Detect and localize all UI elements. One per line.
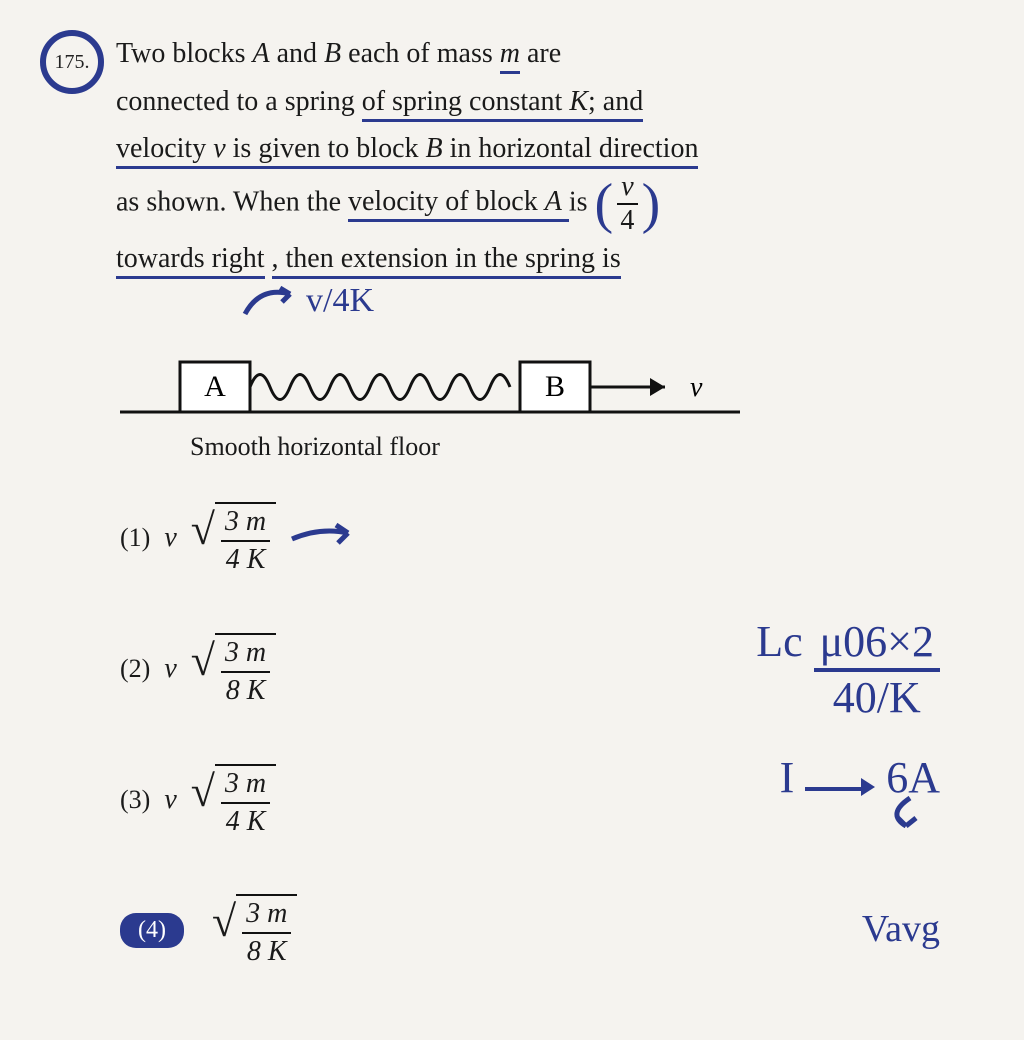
sqrt-icon: √ 3 m 4 K [191,764,276,836]
frac-den: 8 K [247,934,287,966]
option-3[interactable]: (3) v √ 3 m 4 K [120,764,276,836]
hand-arrow-icon [805,782,875,792]
spring-diagram: A B v [120,334,940,424]
hand-I: I [780,753,795,802]
q-text: are [527,38,561,69]
frac-den: 4 K [226,542,266,574]
curly-arrow-icon [880,796,940,836]
hand-arrow-icon [290,521,360,555]
q-text: Two blocks [116,38,252,69]
options-list: (1) v √ 3 m 4 K [120,488,940,980]
frac-num: 3 m [221,770,270,804]
velocity-label: v [690,372,703,403]
q-text-underlined: towards right [116,243,265,279]
handwritten-side-2: I 6A [780,754,940,847]
hand-fraction: μ06×2 40/K [814,620,940,720]
option-id: (1) [120,523,150,553]
symbol-m: m [500,38,520,74]
option-3-row: (3) v √ 3 m 4 K I 6A [120,750,940,850]
sqrt-icon: √ 3 m 8 K [191,633,276,705]
frac-num: v [617,173,637,205]
hand-prefix: Lc [756,617,802,666]
option-prefix: v [164,653,176,685]
question-block: 175. Two blocks A and B each of mass m a… [40,30,940,980]
option-4-row: (4) √ 3 m 8 K Vavg [120,880,940,980]
floor-label: Smooth horizontal floor [190,432,940,462]
block-b-label: B [545,370,565,403]
frac-num: 3 m [242,900,291,934]
option-id: (2) [120,654,150,684]
q-text-underlined: velocity of block A [348,186,569,222]
q-text: is [569,186,588,217]
sqrt-icon: √ 3 m 8 K [212,894,297,966]
hand-6A: 6A [886,753,940,802]
question-text: Two blocks A and B each of mass m are co… [116,30,940,282]
q-text: as shown. When the [116,186,348,217]
hand-vavg: Vavg [862,908,940,950]
option-1-row: (1) v √ 3 m 4 K [120,488,940,588]
option-id: (4) [120,913,184,948]
q-text: and [277,38,324,69]
frac-den: 4 [620,205,634,235]
q-text-underlined: , then extension in the spring is [272,243,621,279]
hand-frac-den: 40/K [833,672,921,720]
option-2[interactable]: (2) v √ 3 m 8 K [120,633,276,705]
option-4[interactable]: (4) √ 3 m 8 K [120,894,297,966]
frac-den: 8 K [226,673,266,705]
option-id: (3) [120,785,150,815]
q-text: connected to a spring [116,86,362,117]
frac-num: 3 m [221,508,270,542]
question-header-row: 175. Two blocks A and B each of mass m a… [40,30,940,282]
option-2-row: (2) v √ 3 m 8 K Lc μ06×2 40/K [120,618,940,720]
symbol-B: B [324,38,341,69]
question-number: 175. [55,51,90,74]
handwritten-annotation-v4k: v/4K [240,282,940,320]
q-text: each of mass [348,38,500,69]
option-1[interactable]: (1) v √ 3 m 4 K [120,502,360,574]
handwritten-side-3: Vavg [862,909,940,951]
option-prefix: v [164,784,176,816]
right-paren-icon: ) [642,176,661,232]
frac-num: 3 m [221,639,270,673]
left-paren-icon: ( [595,176,614,232]
q-text-underlined: of spring constant K; and [362,86,644,122]
hand-frac-num: μ06×2 [814,620,940,672]
symbol-A: A [252,38,269,69]
option-prefix: v [164,522,176,554]
annotation-text: v/4K [306,282,374,320]
sqrt-icon: √ 3 m 4 K [191,502,276,574]
handwritten-side-1: Lc μ06×2 40/K [756,618,940,720]
q-text-underlined: velocity v is given to block B in horizo… [116,133,698,169]
fraction-v-over-4: ( v 4 ) [595,173,661,235]
question-number-circle: 175. [40,30,104,94]
curved-arrow-icon [240,284,300,318]
frac-den: 4 K [226,804,266,836]
block-a-label: A [204,370,226,403]
